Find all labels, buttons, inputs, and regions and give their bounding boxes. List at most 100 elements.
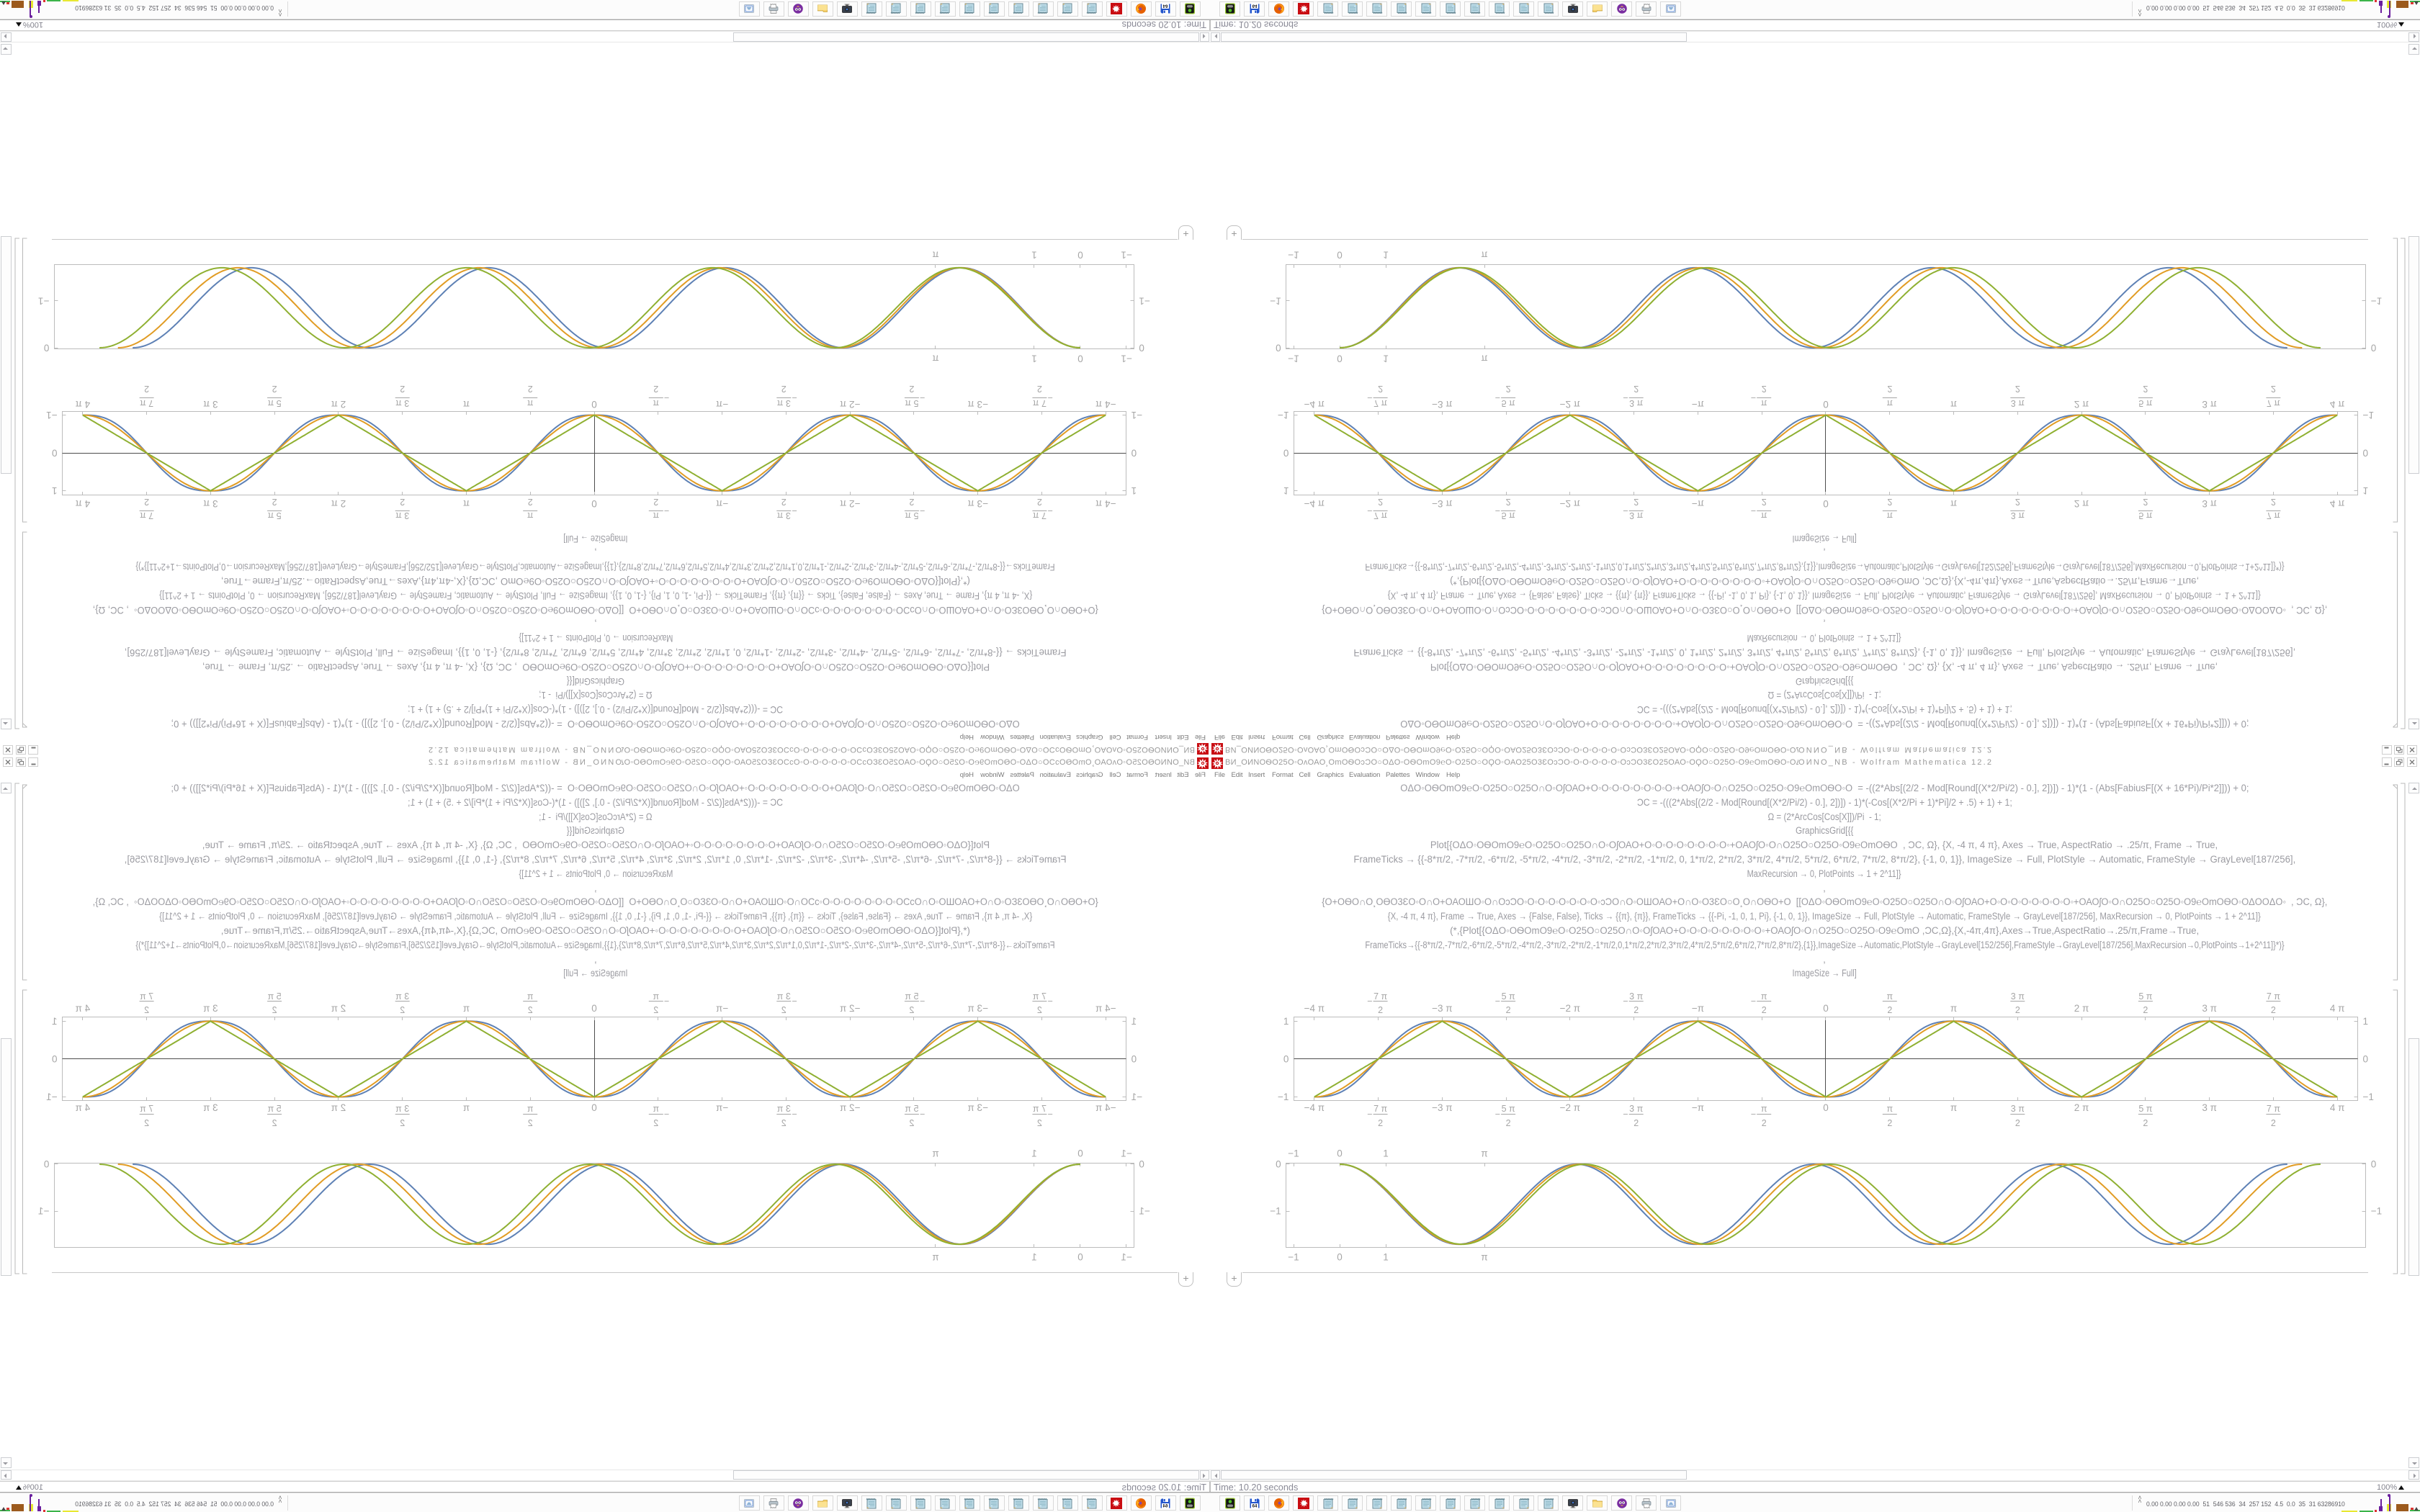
svg-text:2: 2: [2015, 384, 2020, 394]
svg-text:7 π: 7 π: [140, 510, 153, 521]
svg-text:0: 0: [1823, 498, 1829, 509]
svg-text:2: 2: [781, 1005, 786, 1015]
svg-text:−: −: [1751, 1110, 1756, 1120]
svg-text:−3 π: −3 π: [1432, 399, 1452, 410]
svg-text:1: 1: [2363, 1016, 2369, 1027]
svg-text:3 π: 3 π: [203, 1003, 218, 1014]
svg-text:2: 2: [909, 1118, 914, 1128]
svg-text:3 π: 3 π: [2202, 1102, 2217, 1113]
svg-text:2: 2: [653, 1005, 658, 1015]
svg-text:1: 1: [1383, 250, 1389, 261]
svg-text:7 π: 7 π: [2267, 398, 2280, 408]
svg-text:2: 2: [2271, 497, 2276, 507]
svg-text:7 π: 7 π: [1033, 991, 1047, 1002]
svg-text:−4 π: −4 π: [1304, 399, 1325, 410]
svg-text:−1: −1: [1288, 1148, 1299, 1159]
svg-text:π: π: [1481, 1252, 1487, 1263]
svg-text:−: −: [1495, 996, 1500, 1007]
svg-text:−1: −1: [46, 410, 57, 420]
svg-text:2: 2: [2271, 384, 2276, 394]
svg-text:0: 0: [591, 1102, 597, 1113]
svg-text:3 π: 3 π: [395, 510, 409, 521]
svg-text:−: −: [1623, 506, 1628, 516]
svg-text:0: 0: [1077, 1252, 1083, 1263]
svg-text:−4 π: −4 π: [1095, 399, 1116, 410]
svg-text:2: 2: [144, 1118, 149, 1128]
svg-text:0: 0: [2371, 343, 2377, 354]
svg-text:−: −: [1751, 506, 1756, 516]
svg-text:0: 0: [1337, 354, 1343, 364]
svg-text:−2 π: −2 π: [1560, 1003, 1580, 1014]
svg-text:0: 0: [1077, 1148, 1083, 1159]
svg-text:−: −: [920, 996, 925, 1007]
svg-text:1: 1: [1031, 1148, 1037, 1159]
svg-text:3 π: 3 π: [2202, 399, 2217, 410]
svg-text:−: −: [792, 393, 797, 403]
svg-text:π: π: [463, 498, 470, 509]
svg-text:2: 2: [272, 384, 277, 394]
svg-text:2: 2: [528, 1118, 533, 1128]
svg-text:64: 64: [1252, 1504, 1257, 1508]
svg-text:−: −: [664, 996, 669, 1007]
svg-text:3 π: 3 π: [2011, 991, 2025, 1002]
svg-text:2: 2: [2271, 1005, 2276, 1015]
svg-text:−3 π: −3 π: [967, 1003, 987, 1014]
svg-text:−1: −1: [2363, 410, 2374, 420]
svg-text:3 π: 3 π: [395, 991, 409, 1002]
svg-text:2 π: 2 π: [2074, 1102, 2089, 1113]
svg-text:2: 2: [2015, 497, 2020, 507]
svg-text:7 π: 7 π: [1373, 510, 1387, 521]
svg-text:1: 1: [1131, 1016, 1137, 1027]
svg-text:2: 2: [1037, 1118, 1042, 1128]
svg-text:−: −: [664, 393, 669, 403]
svg-text:2: 2: [1378, 1005, 1383, 1015]
svg-text:π: π: [1886, 398, 1893, 408]
svg-text:−1: −1: [2363, 1092, 2374, 1102]
svg-text:−1: −1: [1270, 1206, 1281, 1217]
svg-text:π: π: [653, 991, 659, 1002]
svg-text:π: π: [1886, 510, 1893, 521]
svg-text:7 π: 7 π: [1373, 1104, 1387, 1114]
svg-text:π: π: [1761, 398, 1767, 408]
svg-text:2: 2: [400, 1005, 405, 1015]
svg-text:π: π: [932, 1148, 938, 1159]
svg-text:2: 2: [272, 1118, 277, 1128]
svg-text:2: 2: [1506, 497, 1511, 507]
svg-text:1: 1: [1383, 1148, 1389, 1159]
svg-text:2: 2: [528, 497, 533, 507]
svg-text:3 π: 3 π: [1629, 991, 1643, 1002]
svg-text:7 π: 7 π: [1373, 991, 1387, 1002]
svg-text:−: −: [1047, 393, 1052, 403]
svg-text:−π: −π: [716, 1003, 728, 1014]
svg-text:0: 0: [1337, 1148, 1343, 1159]
svg-text:−3 π: −3 π: [1432, 1003, 1452, 1014]
svg-text:−2 π: −2 π: [840, 1003, 860, 1014]
svg-text:7 π: 7 π: [140, 1104, 153, 1114]
svg-text:5 π: 5 π: [905, 991, 918, 1002]
svg-text:−π: −π: [716, 399, 728, 410]
svg-text:0: 0: [2371, 1159, 2377, 1170]
svg-text:3 π: 3 π: [776, 398, 790, 408]
svg-text:−1: −1: [1131, 1092, 1142, 1102]
svg-text:5 π: 5 π: [905, 510, 918, 521]
svg-text:5 π: 5 π: [1502, 398, 1515, 408]
svg-text:3 π: 3 π: [2202, 1003, 2217, 1014]
svg-text:3 π: 3 π: [395, 1104, 409, 1114]
svg-text:1: 1: [52, 485, 58, 496]
svg-text:0: 0: [591, 1003, 597, 1014]
svg-text:0: 0: [1139, 1159, 1144, 1170]
svg-text:0: 0: [52, 1053, 58, 1064]
svg-text:7 π: 7 π: [1373, 398, 1387, 408]
svg-text:5 π: 5 π: [1502, 510, 1515, 521]
svg-text:0: 0: [1077, 354, 1083, 364]
svg-text:−3 π: −3 π: [1432, 1102, 1452, 1113]
svg-text:π: π: [932, 250, 938, 261]
svg-text:4 π: 4 π: [76, 498, 91, 509]
svg-text:0: 0: [1276, 343, 1281, 354]
svg-text:2: 2: [2143, 497, 2148, 507]
svg-text:0: 0: [1823, 399, 1829, 410]
svg-text:0: 0: [1823, 1102, 1829, 1113]
svg-text:4 π: 4 π: [2330, 1003, 2345, 1014]
svg-text:4 π: 4 π: [2330, 1102, 2345, 1113]
svg-text:π: π: [527, 991, 534, 1002]
